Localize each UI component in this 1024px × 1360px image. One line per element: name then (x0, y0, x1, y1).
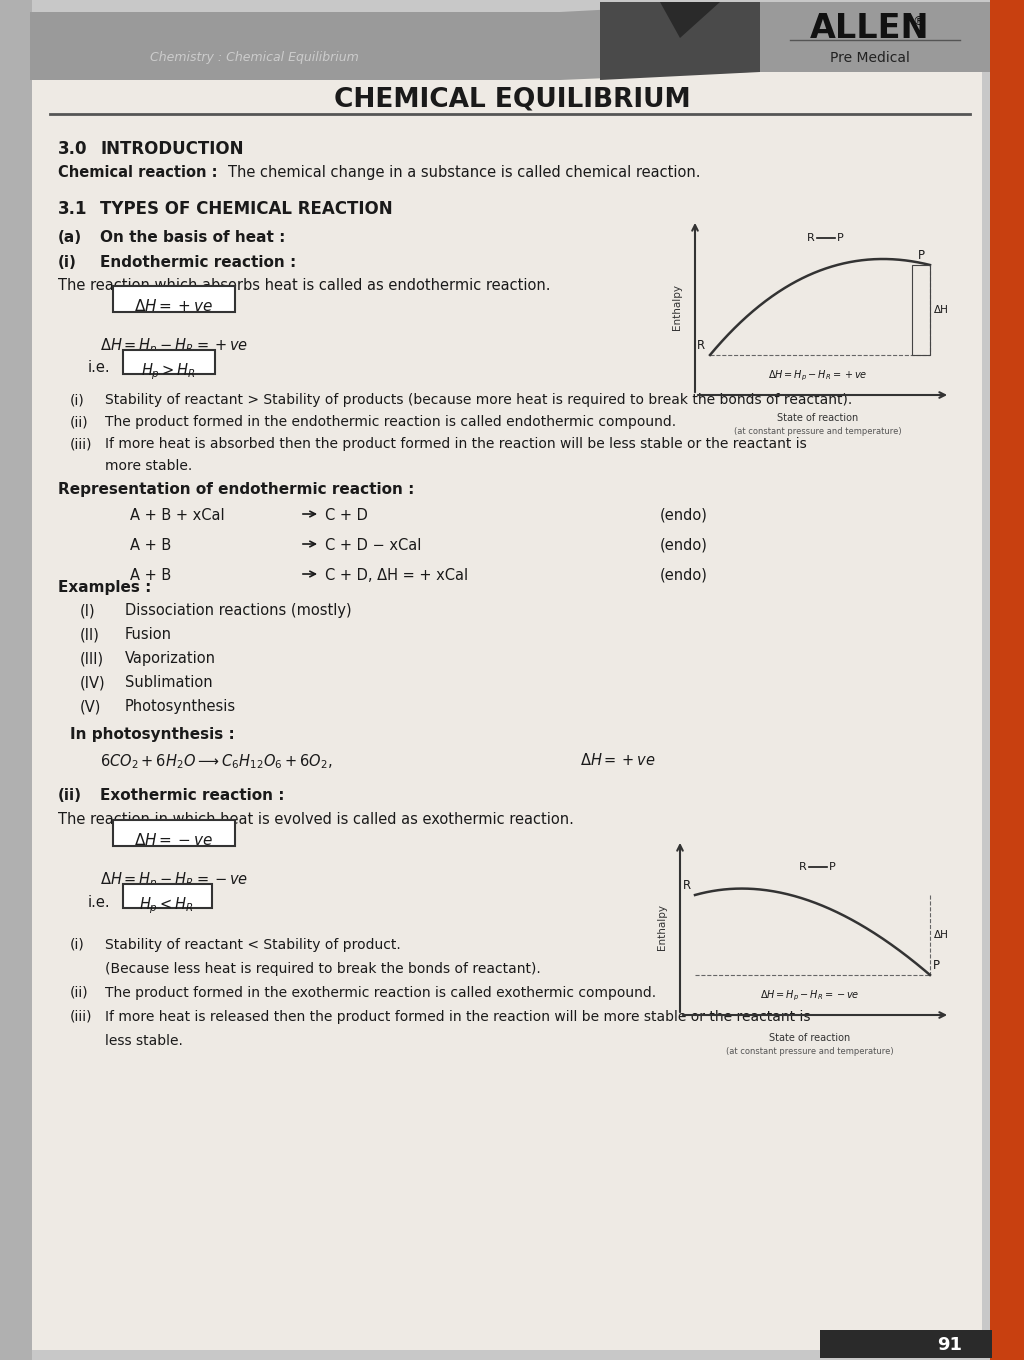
Text: A + B: A + B (130, 568, 171, 583)
Text: ®: ® (912, 15, 925, 29)
Text: (i): (i) (70, 938, 85, 952)
Text: A + B + xCal: A + B + xCal (130, 509, 224, 524)
Polygon shape (600, 1, 760, 80)
Bar (0, 0, 32, 1360)
Text: C + D − xCal: C + D − xCal (325, 539, 421, 554)
Text: The reaction which absorbs heat is called as endothermic reaction.: The reaction which absorbs heat is calle… (58, 277, 551, 292)
Text: In photosynthesis :: In photosynthesis : (70, 728, 234, 743)
Text: P: P (918, 249, 925, 262)
Text: ΔH: ΔH (934, 305, 949, 316)
Text: Pre Medical: Pre Medical (830, 50, 910, 65)
Text: (endo): (endo) (660, 539, 708, 554)
Text: (iii): (iii) (70, 437, 92, 452)
Text: CHEMICAL EQUILIBRIUM: CHEMICAL EQUILIBRIUM (334, 87, 690, 113)
Text: Chemistry : Chemical Equilibrium: Chemistry : Chemical Equilibrium (150, 52, 358, 64)
Text: C + D, ΔH = + xCal: C + D, ΔH = + xCal (325, 568, 468, 583)
Text: Endothermic reaction :: Endothermic reaction : (100, 256, 296, 271)
FancyBboxPatch shape (113, 286, 234, 311)
Text: Fusion: Fusion (125, 627, 172, 642)
Text: A + B: A + B (130, 539, 171, 554)
Text: The product formed in the exothermic reaction is called exothermic compound.: The product formed in the exothermic rea… (105, 986, 656, 1000)
Text: P: P (933, 959, 940, 972)
Text: TYPES OF CHEMICAL REACTION: TYPES OF CHEMICAL REACTION (100, 200, 392, 218)
Text: R: R (800, 862, 807, 872)
Text: Exothermic reaction :: Exothermic reaction : (100, 787, 285, 802)
Text: Stability of reactant < Stability of product.: Stability of reactant < Stability of pro… (105, 938, 400, 952)
Text: C + D: C + D (325, 509, 368, 524)
Text: Dissociation reactions (mostly): Dissociation reactions (mostly) (125, 602, 351, 617)
FancyBboxPatch shape (123, 350, 215, 374)
Text: R: R (697, 339, 706, 352)
FancyBboxPatch shape (113, 820, 234, 846)
Text: less stable.: less stable. (105, 1034, 183, 1049)
Text: State of reaction: State of reaction (777, 413, 858, 423)
Text: Photosynthesis: Photosynthesis (125, 699, 237, 714)
Text: (i): (i) (58, 256, 77, 271)
Text: (ii): (ii) (70, 415, 89, 428)
Text: The chemical change in a substance is called chemical reaction.: The chemical change in a substance is ca… (228, 165, 700, 180)
Text: $\Delta H = -ve$: $\Delta H = -ve$ (134, 832, 214, 849)
Text: Enthalpy: Enthalpy (672, 284, 682, 330)
FancyBboxPatch shape (123, 884, 212, 908)
Text: $\Delta H=H_p-H_R=-ve$: $\Delta H=H_p-H_R=-ve$ (760, 989, 860, 1004)
Bar (820, 1330, 992, 1359)
Text: (II): (II) (80, 627, 100, 642)
Text: (ii): (ii) (70, 986, 89, 1000)
Bar (990, 0, 1024, 1360)
Text: INTRODUCTION: INTRODUCTION (100, 140, 244, 158)
Text: (V): (V) (80, 699, 101, 714)
Text: 3.1: 3.1 (58, 200, 87, 218)
Polygon shape (30, 1, 990, 80)
Text: 91: 91 (938, 1336, 963, 1355)
Text: Enthalpy: Enthalpy (657, 904, 667, 951)
Text: ΔH: ΔH (934, 930, 949, 940)
Text: Vaporization: Vaporization (125, 651, 216, 666)
Text: R: R (683, 879, 691, 892)
Text: ALLEN: ALLEN (810, 11, 930, 45)
Text: If more heat is absorbed then the product formed in the reaction will be less st: If more heat is absorbed then the produc… (105, 437, 807, 452)
Text: (at constant pressure and temperature): (at constant pressure and temperature) (726, 1047, 894, 1055)
Text: (endo): (endo) (660, 509, 708, 524)
Text: $H_p > H_R$: $H_p > H_R$ (141, 360, 197, 382)
Text: Examples :: Examples : (58, 579, 152, 596)
Text: $\Delta H = H_p - H_R = +ve$: $\Delta H = H_p - H_R = +ve$ (100, 336, 248, 356)
Text: i.e.: i.e. (88, 895, 111, 910)
Text: $\Delta H = H_p - H_R = -ve$: $\Delta H = H_p - H_R = -ve$ (100, 870, 248, 891)
Text: (a): (a) (58, 230, 82, 245)
Text: Chemical reaction :: Chemical reaction : (58, 165, 217, 180)
Text: (Because less heat is required to break the bonds of reactant).: (Because less heat is required to break … (105, 962, 541, 976)
Text: $\Delta H = +ve$: $\Delta H = +ve$ (134, 298, 214, 314)
Text: (ii): (ii) (58, 787, 82, 802)
Text: $\Delta H = +ve$: $\Delta H = +ve$ (580, 752, 656, 768)
Text: $\Delta H=H_p-H_R=+ve$: $\Delta H=H_p-H_R=+ve$ (768, 369, 867, 384)
Text: $H_p < H_R$: $H_p < H_R$ (139, 895, 195, 915)
Text: i.e.: i.e. (88, 360, 111, 375)
Text: (endo): (endo) (660, 568, 708, 583)
Text: Stability of reactant > Stability of products (because more heat is required to : Stability of reactant > Stability of pro… (105, 393, 852, 407)
Text: On the basis of heat :: On the basis of heat : (100, 230, 286, 245)
Text: $6CO_2 + 6H_2O \longrightarrow C_6H_{12}O_6 + 6O_2$,: $6CO_2 + 6H_2O \longrightarrow C_6H_{12}… (100, 752, 333, 771)
Text: (iii): (iii) (70, 1010, 92, 1024)
Text: (III): (III) (80, 651, 104, 666)
Text: (IV): (IV) (80, 675, 105, 690)
Text: Sublimation: Sublimation (125, 675, 213, 690)
Text: P: P (837, 233, 844, 243)
Text: The reaction in which heat is evolved is called as exothermic reaction.: The reaction in which heat is evolved is… (58, 812, 573, 827)
Text: (I): (I) (80, 602, 95, 617)
Text: (i): (i) (70, 393, 85, 407)
Text: more stable.: more stable. (105, 460, 193, 473)
Text: R: R (807, 233, 815, 243)
Text: 3.0: 3.0 (58, 140, 87, 158)
Bar (912, 265, 930, 355)
Text: State of reaction: State of reaction (769, 1034, 851, 1043)
Text: Representation of endothermic reaction :: Representation of endothermic reaction : (58, 481, 415, 496)
Polygon shape (660, 1, 720, 38)
Text: The product formed in the endothermic reaction is called endothermic compound.: The product formed in the endothermic re… (105, 415, 676, 428)
Text: (at constant pressure and temperature): (at constant pressure and temperature) (733, 427, 901, 437)
Text: P: P (829, 862, 836, 872)
Text: If more heat is released then the product formed in the reaction will be more st: If more heat is released then the produc… (105, 1010, 811, 1024)
